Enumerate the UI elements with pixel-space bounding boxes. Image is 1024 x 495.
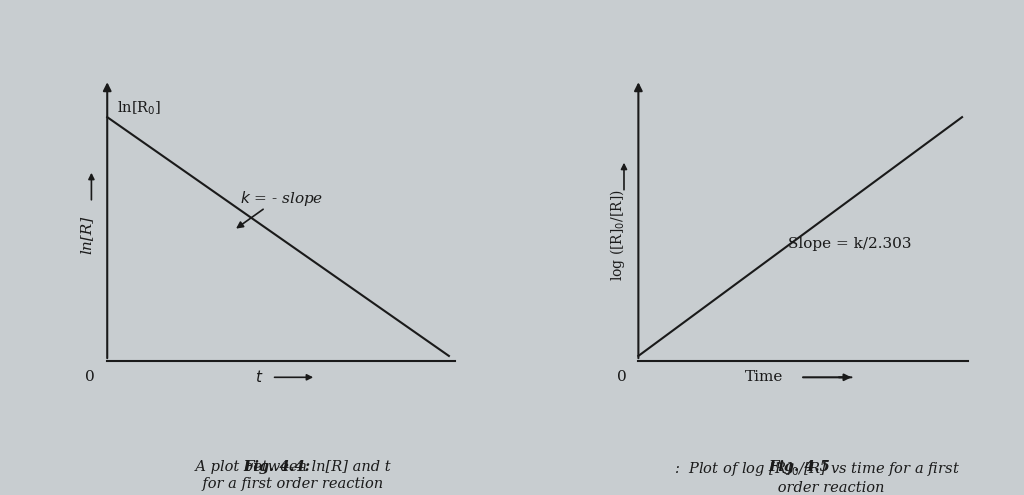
Text: Slope = k/2.303: Slope = k/2.303 [788, 237, 911, 251]
Text: ln[R]: ln[R] [80, 216, 93, 254]
Text: :  Plot of log [R]$_0$/[R] vs time for a first
              order reaction: : Plot of log [R]$_0$/[R] vs time for a … [637, 460, 961, 495]
Text: ln[R$_0$]: ln[R$_0$] [117, 99, 161, 117]
Text: $k$ = - slope: $k$ = - slope [240, 189, 324, 207]
Text: Time: Time [745, 370, 783, 384]
Text: Fig. 4.4:: Fig. 4.4: [243, 460, 310, 474]
Text: $t$: $t$ [255, 369, 263, 385]
Text: A plot between ln[R] and t
       for a first order reaction: A plot between ln[R] and t for a first o… [163, 460, 390, 491]
Text: 0: 0 [617, 370, 627, 384]
Text: log ([R]$_0$/[R]): log ([R]$_0$/[R]) [608, 190, 628, 281]
Text: 0: 0 [85, 370, 94, 384]
Text: Fig. 4.5: Fig. 4.5 [768, 460, 829, 474]
